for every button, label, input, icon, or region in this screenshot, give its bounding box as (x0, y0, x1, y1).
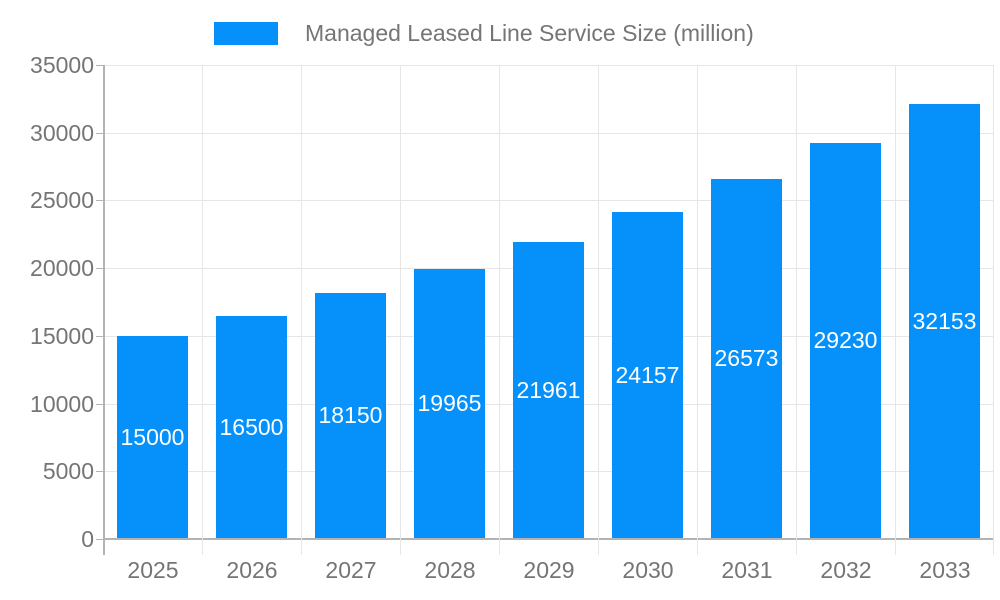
y-axis-line (103, 65, 105, 539)
gridline-vertical (796, 65, 797, 539)
y-tick-label: 10000 (30, 391, 94, 417)
y-axis-tick (96, 336, 103, 337)
gridline-horizontal (103, 65, 994, 66)
y-tick-label: 15000 (30, 323, 94, 349)
y-axis-tick (96, 539, 103, 540)
bar-value-label: 21961 (516, 376, 581, 403)
x-axis-tick (103, 539, 105, 555)
y-tick-label: 0 (81, 526, 94, 552)
gridline-vertical (400, 65, 401, 539)
x-tick-label: 2027 (325, 557, 377, 583)
gridline-vertical (895, 65, 896, 539)
x-axis-tick (993, 539, 994, 555)
gridline-vertical (301, 65, 302, 539)
gridline-vertical (993, 65, 994, 539)
bar-2029: 21961 (513, 242, 584, 538)
gridline-horizontal (103, 200, 994, 201)
bar-2027: 18150 (315, 293, 386, 538)
bar-2033: 32153 (909, 104, 980, 538)
bar-2030: 24157 (612, 212, 683, 538)
y-tick-label: 35000 (30, 52, 94, 78)
x-axis-tick (400, 539, 401, 555)
x-axis-labels: 2025 2026 2027 2028 2029 2030 2031 2032 2033 (103, 557, 994, 587)
x-tick-label: 2025 (127, 557, 179, 583)
gridline-vertical (598, 65, 599, 539)
x-axis-tick (697, 539, 698, 555)
y-axis-tick (96, 404, 103, 405)
y-axis-tick (96, 65, 103, 66)
x-axis-tick (499, 539, 500, 555)
x-tick-label: 2029 (523, 557, 575, 583)
x-axis-tick (301, 539, 302, 555)
bar-value-label: 24157 (615, 361, 680, 388)
bar-value-label: 19965 (417, 390, 482, 416)
bar-value-label: 15000 (120, 423, 185, 450)
y-axis-tick (96, 471, 103, 472)
x-axis-tick (895, 539, 896, 555)
y-axis-tick (96, 268, 103, 269)
bar-2025: 15000 (117, 336, 188, 538)
y-tick-label: 20000 (30, 255, 94, 281)
bar-2026: 16500 (216, 316, 287, 538)
bar-2032: 29230 (810, 143, 881, 538)
y-tick-label: 25000 (30, 187, 94, 213)
bar-2031: 26573 (711, 179, 782, 538)
x-axis-baseline (103, 538, 994, 540)
x-tick-label: 2028 (424, 557, 476, 583)
legend-label: Managed Leased Line Service Size (millio… (305, 20, 754, 46)
x-tick-label: 2033 (919, 557, 971, 583)
gridline-vertical (499, 65, 500, 539)
bar-value-label: 32153 (912, 307, 977, 334)
bar-value-label: 29230 (813, 327, 878, 353)
x-axis-tick (796, 539, 797, 555)
legend-swatch (214, 22, 278, 45)
bar-value-label: 18150 (318, 402, 383, 428)
bar-value-label: 26573 (714, 345, 779, 371)
x-tick-label: 2032 (820, 557, 872, 583)
y-axis-tick (96, 200, 103, 201)
y-tick-label: 30000 (30, 120, 94, 146)
gridline-vertical (697, 65, 698, 539)
x-axis-tick (202, 539, 203, 555)
legend: Managed Leased Line Service Size (millio… (214, 20, 754, 47)
y-axis-labels: 0 5000 10000 15000 20000 25000 30000 35000 (0, 52, 103, 552)
bar-2028: 19965 (414, 269, 485, 538)
gridline-vertical (202, 65, 203, 539)
x-axis-tick (598, 539, 599, 555)
plot-area: 15000 16500 18150 19965 21961 24157 26573 29230… (103, 65, 994, 555)
x-tick-label: 2030 (622, 557, 674, 583)
y-axis-tick (96, 133, 103, 134)
x-tick-label: 2031 (721, 557, 773, 583)
bar-value-label: 16500 (219, 413, 284, 440)
x-tick-label: 2026 (226, 557, 278, 583)
y-tick-label: 5000 (42, 458, 94, 484)
gridline-horizontal (103, 133, 994, 134)
